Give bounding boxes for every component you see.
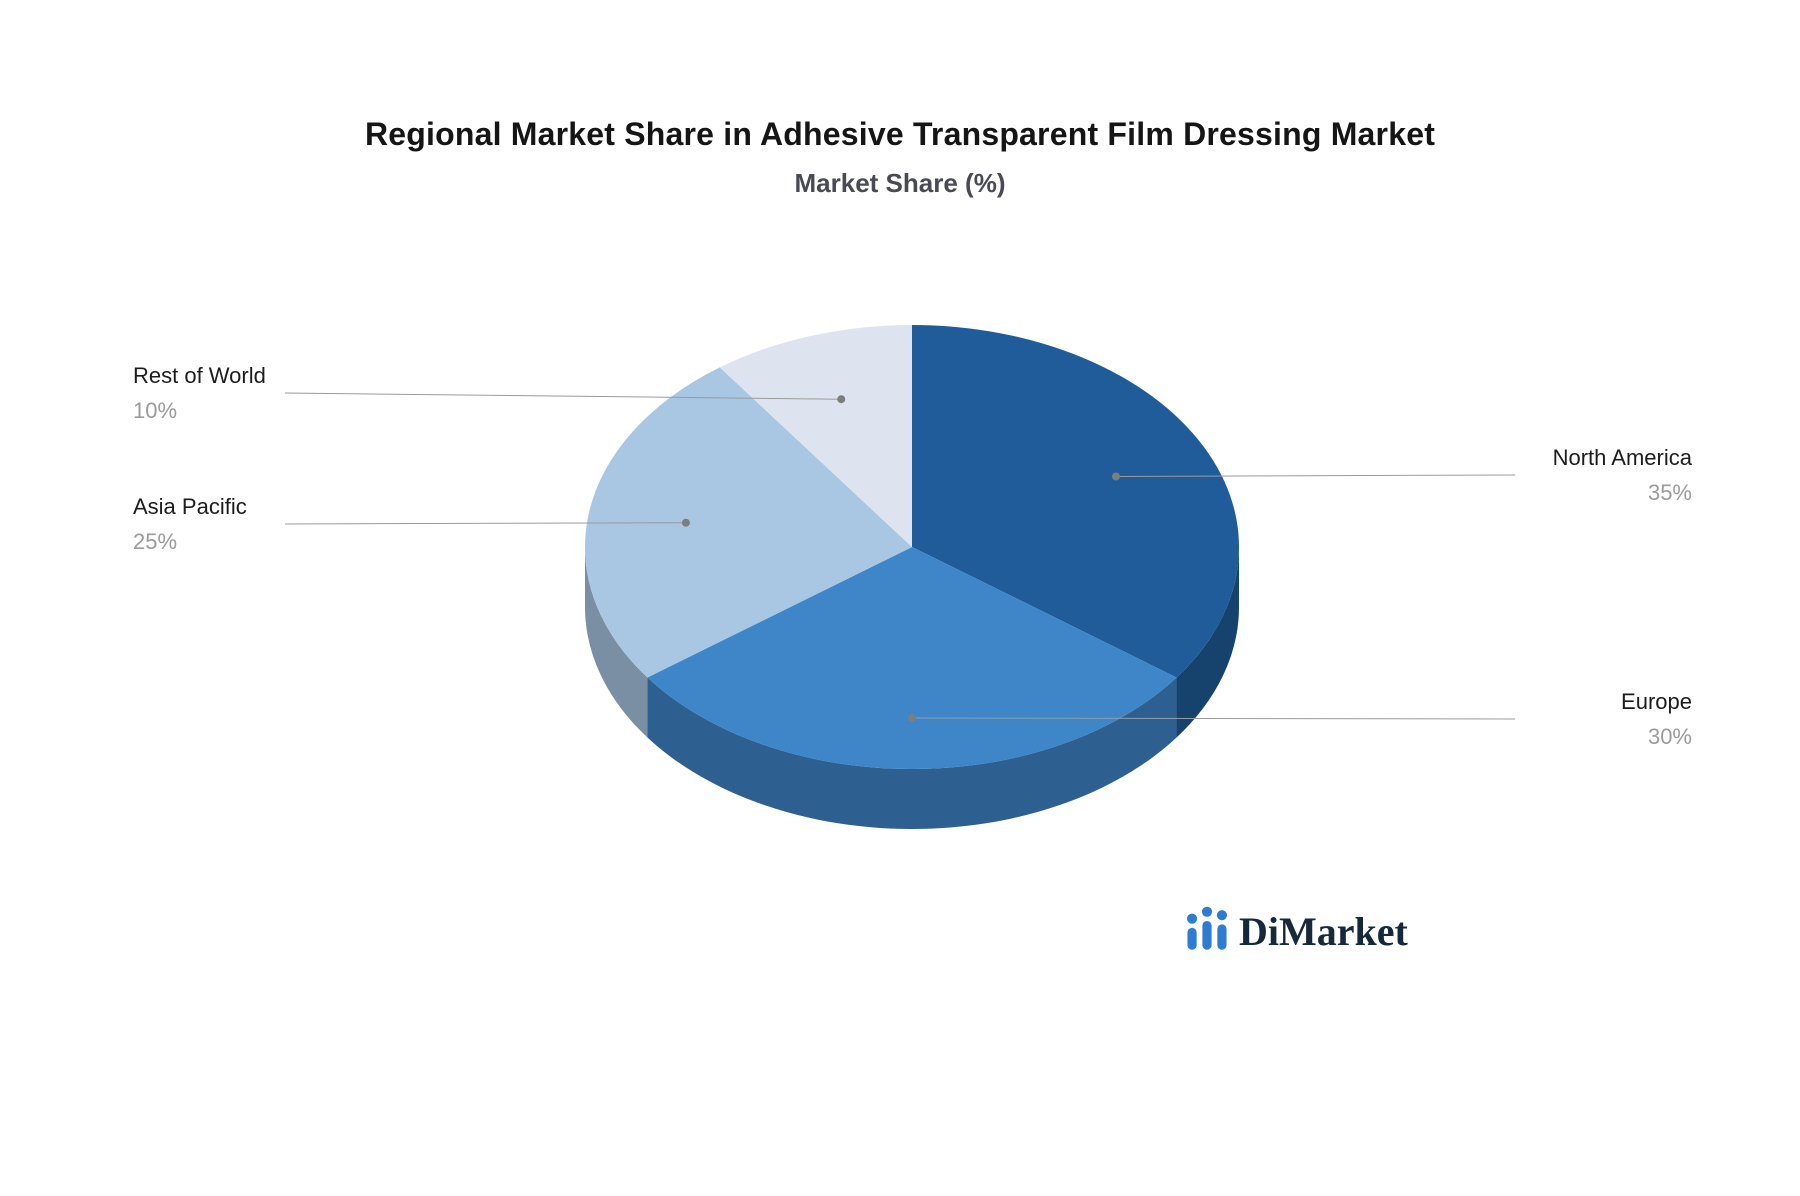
leader-line-rest-of-world (284, 392, 842, 400)
slice-label-rest-of-world: Rest of World 10% (133, 363, 266, 424)
chart-subtitle: Market Share (%) (794, 168, 1006, 198)
pie-slice-side-asia-pacific (585, 547, 648, 738)
pie-slice-asia-pacific (585, 367, 912, 678)
slice-label-asia-pacific: Asia Pacific 25% (133, 494, 247, 555)
pie-slice-side-north-america (1176, 547, 1239, 738)
slice-label-value: 10% (133, 398, 178, 423)
slice-label-name: Rest of World (133, 363, 266, 388)
slice-label-name: Europe (1621, 689, 1692, 714)
chart-title: Regional Market Share in Adhesive Transp… (364, 116, 1436, 152)
anchor-dot-north-america (1111, 472, 1120, 481)
leader-line-europe (911, 717, 1516, 720)
bar-chart-logo-icon (1186, 906, 1228, 950)
leader-line-asia-pacific (284, 522, 686, 525)
slice-label-europe: Europe 30% (1621, 689, 1692, 750)
anchor-dot-rest-of-world (837, 395, 846, 404)
pie-slice-side-europe (647, 677, 1177, 829)
slice-label-value: 30% (1647, 724, 1692, 749)
dimarket-logo-text: DiMarket (1239, 909, 1408, 954)
pie-slice-north-america (912, 325, 1240, 678)
pie-slice-europe (647, 547, 1177, 770)
anchor-dot-asia-pacific (681, 518, 690, 527)
dimarket-logo: DiMarket (1185, 906, 1408, 954)
anchor-dot-europe (908, 713, 916, 722)
slice-label-name: Asia Pacific (133, 494, 247, 519)
slice-label-name: North America (1552, 445, 1692, 470)
pie-slice-rest-of-world (719, 325, 912, 547)
slice-label-value: 35% (1647, 480, 1692, 505)
slice-label-north-america: North America 35% (1553, 445, 1692, 506)
slice-label-value: 25% (133, 529, 178, 554)
leader-line-north-america (1115, 474, 1516, 477)
